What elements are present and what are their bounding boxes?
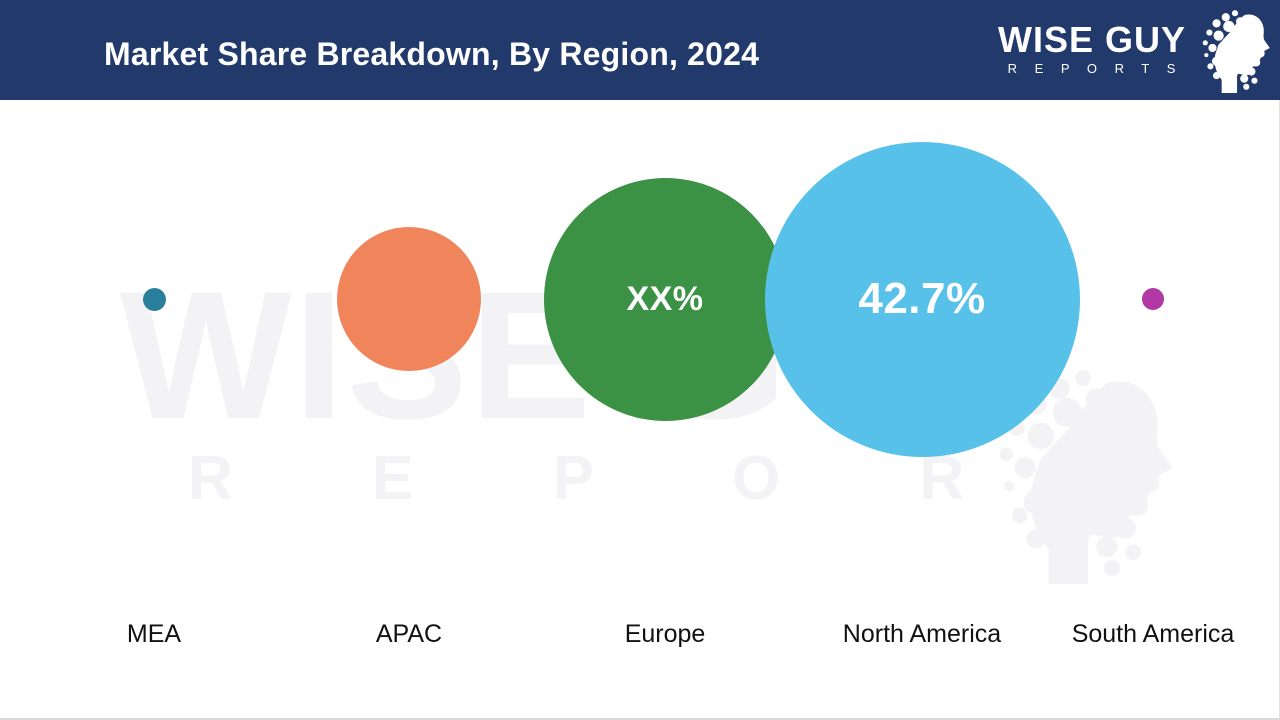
page-title: Market Share Breakdown, By Region, 2024 <box>104 36 760 72</box>
bubble-europe: XX% <box>543 177 787 421</box>
frame-border-bottom <box>0 718 1280 720</box>
bubble-value: XX% <box>626 279 704 318</box>
brand-name: WISE GUY <box>997 19 1186 60</box>
wiseguy-face-icon <box>1198 7 1272 93</box>
axis-label-north-america: North America <box>842 620 1002 648</box>
axis-label-mea: MEA <box>126 620 182 648</box>
axis-label-apac: APAC <box>375 620 443 648</box>
brand-subtitle: R E P O R T S <box>1007 61 1183 76</box>
bubble-apac <box>337 227 481 371</box>
header: Market Share Breakdown, By Region, 2024 … <box>0 0 1280 100</box>
bubble-south-america <box>1142 288 1164 310</box>
brand-logo: WISE GUY R E P O R T S <box>997 19 1186 77</box>
axis-label-europe: Europe <box>624 620 706 648</box>
bubble-north-america: 42.7% <box>764 141 1080 457</box>
bubble-value: 42.7% <box>858 274 986 323</box>
bubble-mea <box>142 287 166 311</box>
axis-label-south-america: South America <box>1071 620 1235 648</box>
